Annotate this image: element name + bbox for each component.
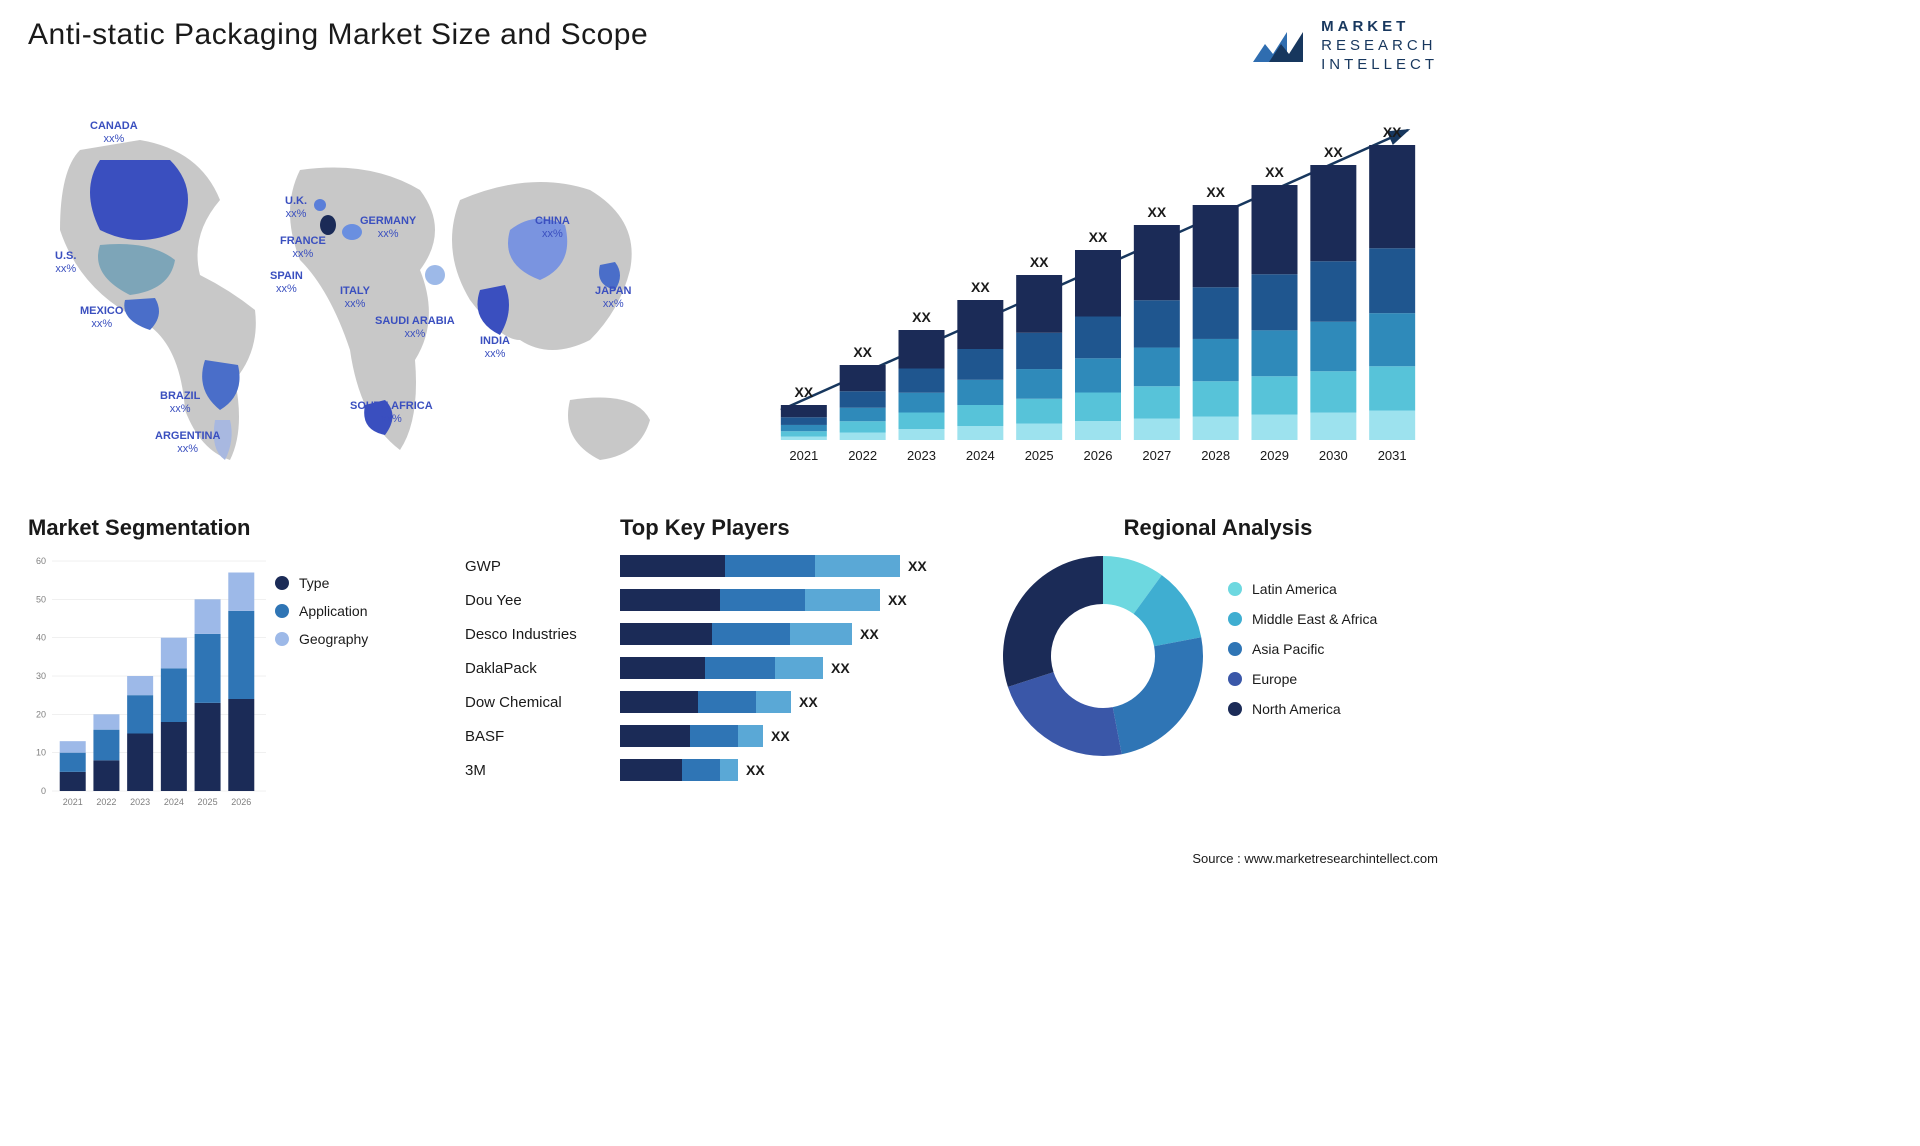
growth-chart-svg: XX 2021 XX 2022 XX 2023 XX 2024 XX 2025 XX 2026 XX 20… <box>758 100 1438 480</box>
regional-section: Regional Analysis Latin America Middle Ea… <box>998 515 1438 761</box>
svg-text:XX: XX <box>794 384 813 400</box>
svg-text:2030: 2030 <box>1319 448 1348 463</box>
svg-text:XX: XX <box>1147 204 1166 220</box>
map-label: BRAZILxx% <box>160 390 200 416</box>
regional-donut <box>998 551 1208 761</box>
svg-text:2026: 2026 <box>1084 448 1113 463</box>
logo-text: MARKET RESEARCH INTELLECT <box>1321 18 1438 74</box>
svg-text:40: 40 <box>36 633 46 643</box>
segmentation-legend: Type Application Geography <box>275 575 368 659</box>
map-label: FRANCExx% <box>280 235 326 261</box>
svg-text:60: 60 <box>36 556 46 566</box>
keyplayer-row: 3MXX <box>465 753 985 787</box>
segmentation-svg: 0 10 20 30 40 50 60 2021 2022 2023 2024 2025 2026 <box>28 551 268 811</box>
svg-text:2021: 2021 <box>63 797 83 807</box>
keyplayer-row: DaklaPackXX <box>465 651 985 685</box>
map-label: INDIAxx% <box>480 335 510 361</box>
map-label: SAUDI ARABIAxx% <box>375 315 455 341</box>
map-saudi <box>425 265 445 285</box>
svg-text:XX: XX <box>1206 184 1225 200</box>
logo-line1: MARKET <box>1321 18 1438 37</box>
legend-item: Type <box>275 575 368 591</box>
map-label: ARGENTINAxx% <box>155 430 220 456</box>
map-germany <box>342 224 362 240</box>
map-label: JAPANxx% <box>595 285 631 311</box>
legend-item: Asia Pacific <box>1228 641 1377 657</box>
legend-item: Europe <box>1228 671 1377 687</box>
svg-text:50: 50 <box>36 594 46 604</box>
svg-text:XX: XX <box>1383 124 1402 140</box>
logo-line2: RESEARCH <box>1321 37 1438 56</box>
keyplayers-title: Top Key Players <box>620 515 985 541</box>
regional-title: Regional Analysis <box>998 515 1438 541</box>
svg-text:2023: 2023 <box>907 448 936 463</box>
legend-item: Middle East & Africa <box>1228 611 1377 627</box>
map-label: SPAINxx% <box>270 270 303 296</box>
segmentation-title: Market Segmentation <box>28 515 468 541</box>
keyplayer-row: Dou YeeXX <box>465 583 985 617</box>
keyplayer-row: BASFXX <box>465 719 985 753</box>
svg-text:XX: XX <box>1089 229 1108 245</box>
map-label: CANADAxx% <box>90 120 138 146</box>
svg-text:10: 10 <box>36 748 46 758</box>
svg-text:XX: XX <box>1324 144 1343 160</box>
svg-text:2024: 2024 <box>164 797 184 807</box>
keyplayers-section: Top Key Players GWPXXDou YeeXXDesco Indu… <box>465 515 985 787</box>
legend-item: North America <box>1228 701 1377 717</box>
map-label: CHINAxx% <box>535 215 570 241</box>
map-label: MEXICOxx% <box>80 305 123 331</box>
logo-line3: INTELLECT <box>1321 56 1438 75</box>
svg-text:2021: 2021 <box>789 448 818 463</box>
svg-text:XX: XX <box>853 344 872 360</box>
segmentation-section: Market Segmentation 0 10 20 30 40 50 60 2021 202… <box>28 515 468 811</box>
map-label: U.K.xx% <box>285 195 307 221</box>
logo-icon <box>1251 22 1311 70</box>
keyplayer-row: Desco IndustriesXX <box>465 617 985 651</box>
regional-legend: Latin America Middle East & Africa Asia Pa… <box>1228 581 1377 731</box>
legend-item: Geography <box>275 631 368 647</box>
svg-text:XX: XX <box>1265 164 1284 180</box>
growth-chart: XX 2021 XX 2022 XX 2023 XX 2024 XX 2025 XX 2026 XX 20… <box>758 100 1438 480</box>
brand-logo: MARKET RESEARCH INTELLECT <box>1251 18 1438 74</box>
source-text: Source : www.marketresearchintellect.com <box>1192 851 1438 866</box>
svg-text:2026: 2026 <box>231 797 251 807</box>
map-france <box>320 215 336 235</box>
svg-text:2024: 2024 <box>966 448 995 463</box>
keyplayer-row: GWPXX <box>465 549 985 583</box>
map-mexico <box>124 298 159 330</box>
svg-text:2022: 2022 <box>96 797 116 807</box>
svg-text:0: 0 <box>41 786 46 796</box>
svg-text:XX: XX <box>912 309 931 325</box>
svg-text:XX: XX <box>1030 254 1049 270</box>
map-label: SOUTH AFRICAxx% <box>350 400 433 426</box>
legend-item: Latin America <box>1228 581 1377 597</box>
svg-text:2027: 2027 <box>1142 448 1171 463</box>
map-label: ITALYxx% <box>340 285 370 311</box>
keyplayer-row: Dow ChemicalXX <box>465 685 985 719</box>
svg-text:2029: 2029 <box>1260 448 1289 463</box>
map-label: GERMANYxx% <box>360 215 416 241</box>
world-map: CANADAxx% U.S.xx% MEXICOxx% BRAZILxx% ARGENT… <box>20 90 720 490</box>
svg-text:2031: 2031 <box>1378 448 1407 463</box>
legend-item: Application <box>275 603 368 619</box>
svg-text:30: 30 <box>36 671 46 681</box>
svg-text:2025: 2025 <box>1025 448 1054 463</box>
svg-text:20: 20 <box>36 709 46 719</box>
map-uk <box>314 199 326 211</box>
map-label: U.S.xx% <box>55 250 76 276</box>
keyplayers-list: GWPXXDou YeeXXDesco IndustriesXXDaklaPac… <box>465 549 985 787</box>
svg-text:2025: 2025 <box>198 797 218 807</box>
map-canada <box>90 160 188 240</box>
page-title: Anti-static Packaging Market Size and Sc… <box>28 18 648 52</box>
svg-text:2022: 2022 <box>848 448 877 463</box>
svg-text:2028: 2028 <box>1201 448 1230 463</box>
svg-text:2023: 2023 <box>130 797 150 807</box>
segmentation-chart: 0 10 20 30 40 50 60 2021 2022 2023 2024 2025 2026 <box>28 551 268 811</box>
svg-text:XX: XX <box>971 279 990 295</box>
